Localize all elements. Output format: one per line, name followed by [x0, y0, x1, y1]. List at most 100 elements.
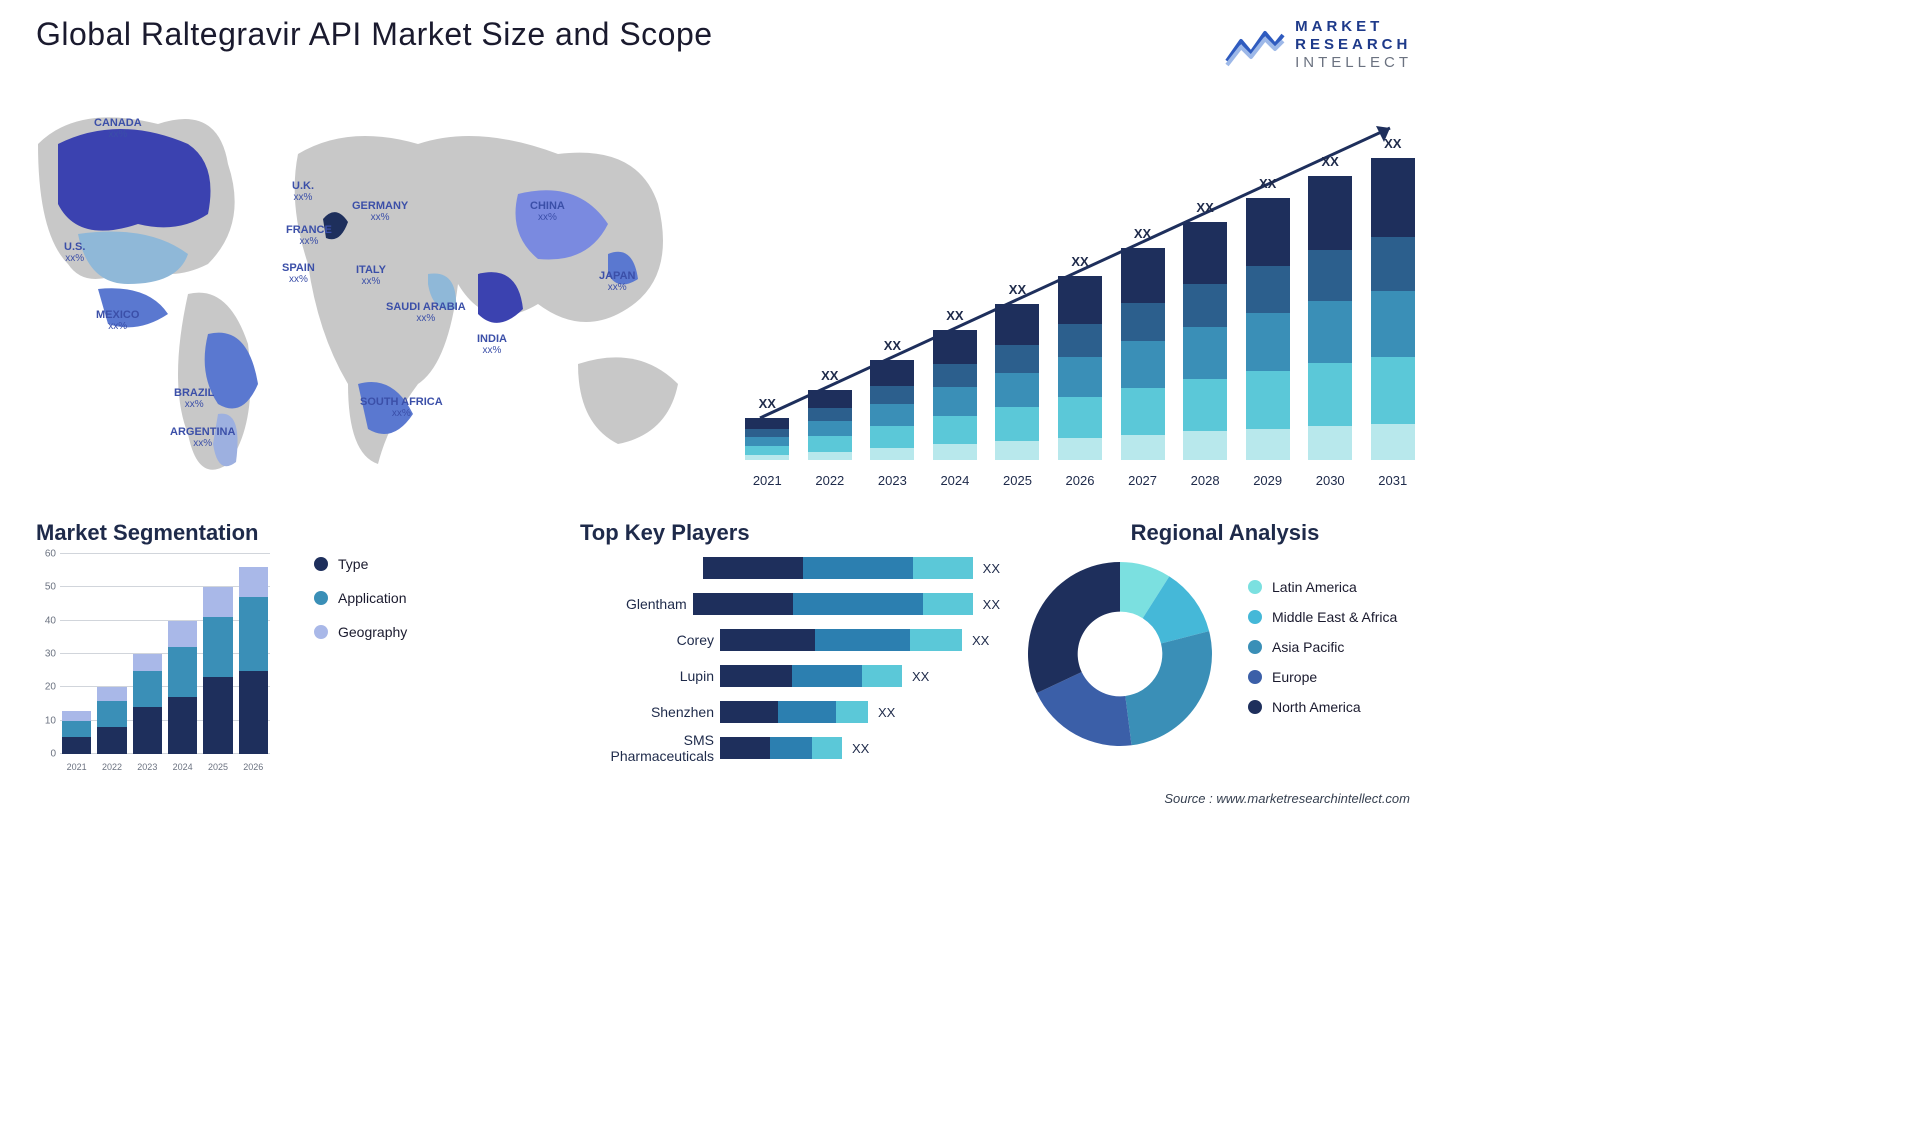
growth-bar-label: XX	[821, 368, 838, 383]
map-country-label: ARGENTINAxx%	[170, 426, 235, 449]
segmentation-year: 2025	[203, 762, 232, 772]
legend-item: Middle East & Africa	[1248, 609, 1397, 625]
player-label: Lupin	[580, 668, 720, 684]
growth-year-label: 2026	[1053, 473, 1108, 488]
player-value: XX	[983, 597, 1000, 612]
players-title: Top Key Players	[580, 520, 1000, 546]
growth-year-label: 2027	[1115, 473, 1170, 488]
growth-year-label: 2029	[1240, 473, 1295, 488]
players-section: Top Key Players XXGlenthamXXCoreyXXLupin…	[580, 520, 1000, 800]
growth-bar: XX	[803, 390, 858, 460]
regional-title: Regional Analysis	[1020, 520, 1430, 546]
player-row: SMS Pharmaceuticals XX	[580, 734, 1000, 762]
regional-donut-chart	[1020, 554, 1220, 754]
growth-bar-label: XX	[1009, 282, 1026, 297]
legend-item: Application	[314, 590, 407, 606]
growth-bar-label: XX	[1196, 200, 1213, 215]
player-label: SMS Pharmaceuticals	[580, 732, 720, 764]
map-country-label: SOUTH AFRICAxx%	[360, 396, 443, 419]
growth-year-label: 2031	[1365, 473, 1420, 488]
player-bar	[693, 593, 973, 615]
segmentation-section: Market Segmentation 0102030405060 202120…	[36, 520, 466, 800]
growth-bar: XX	[928, 330, 983, 460]
map-country-label: U.S.xx%	[64, 241, 85, 264]
growth-bar-label: XX	[946, 308, 963, 323]
map-country-label: SAUDI ARABIAxx%	[386, 301, 466, 324]
player-value: XX	[983, 561, 1000, 576]
player-value: XX	[878, 705, 895, 720]
logo-mark-icon	[1225, 23, 1285, 67]
map-country-label: GERMANYxx%	[352, 200, 408, 223]
map-country-label: BRAZILxx%	[174, 387, 214, 410]
growth-bar-label: XX	[1259, 176, 1276, 191]
player-row: Corey XX	[580, 626, 1000, 654]
player-row: XX	[580, 554, 1000, 582]
player-row: Lupin XX	[580, 662, 1000, 690]
map-country-label: JAPANxx%	[599, 270, 635, 293]
growth-bar: XX	[1115, 248, 1170, 460]
growth-bar: XX	[740, 418, 795, 460]
player-label: Corey	[580, 632, 720, 648]
growth-bar: XX	[1240, 198, 1295, 460]
growth-bar: XX	[990, 304, 1045, 460]
segmentation-year: 2026	[239, 762, 268, 772]
donut-slice	[1028, 562, 1120, 693]
player-row: GlenthamXX	[580, 590, 1000, 618]
segmentation-bar	[133, 654, 162, 754]
segmentation-year: 2024	[168, 762, 197, 772]
map-country-label: CHINAxx%	[530, 200, 565, 223]
map-country-label: U.K.xx%	[292, 180, 314, 203]
growth-bar: XX	[1178, 222, 1233, 460]
segmentation-bar	[97, 687, 126, 754]
segmentation-bar	[62, 711, 91, 754]
segmentation-year: 2023	[133, 762, 162, 772]
growth-bar-label: XX	[1134, 226, 1151, 241]
map-country-label: FRANCExx%	[286, 224, 332, 247]
legend-item: Geography	[314, 624, 407, 640]
growth-bar-label: XX	[759, 396, 776, 411]
world-map-svg	[18, 84, 698, 492]
growth-bar: XX	[865, 360, 920, 460]
logo-text: MARKET RESEARCH INTELLECT	[1295, 18, 1412, 72]
players-chart: XXGlenthamXXCoreyXXLupinXXShenzhenXXSMS …	[580, 554, 1000, 762]
growth-year-label: 2024	[928, 473, 983, 488]
legend-item: Latin America	[1248, 579, 1397, 595]
segmentation-title: Market Segmentation	[36, 520, 466, 546]
player-value: XX	[852, 741, 869, 756]
growth-bar-label: XX	[884, 338, 901, 353]
player-bar	[703, 557, 973, 579]
regional-section: Regional Analysis Latin America Middle Ea…	[1020, 520, 1430, 800]
segmentation-chart: 0102030405060 202120222023202420252026	[36, 554, 274, 784]
growth-bar: XX	[1365, 158, 1420, 460]
legend-item: Europe	[1248, 669, 1397, 685]
player-value: XX	[912, 669, 929, 684]
segmentation-legend: TypeApplicationGeography	[314, 556, 407, 658]
page-title: Global Raltegravir API Market Size and S…	[36, 16, 713, 53]
growth-bar: XX	[1053, 276, 1108, 460]
growth-bar-label: XX	[1322, 154, 1339, 169]
world-map-chart: CANADAxx%U.S.xx%MEXICOxx%BRAZILxx%ARGENT…	[18, 84, 698, 492]
map-country-label: MEXICOxx%	[96, 309, 139, 332]
player-row: Shenzhen XX	[580, 698, 1000, 726]
map-country-label: SPAINxx%	[282, 262, 315, 285]
growth-year-label: 2025	[990, 473, 1045, 488]
map-country-label: INDIAxx%	[477, 333, 507, 356]
growth-year-label: 2022	[803, 473, 858, 488]
player-value: XX	[972, 633, 989, 648]
growth-year-label: 2023	[865, 473, 920, 488]
source-text: Source : www.marketresearchintellect.com	[1164, 791, 1410, 806]
player-label: Shenzhen	[580, 704, 720, 720]
donut-slice	[1125, 631, 1212, 745]
segmentation-bar	[168, 621, 197, 754]
player-bar	[720, 629, 962, 651]
map-country-label: ITALYxx%	[356, 264, 386, 287]
segmentation-year: 2022	[97, 762, 126, 772]
growth-bar-chart: XXXXXXXXXXXXXXXXXXXXXX 20212022202320242…	[740, 88, 1420, 488]
segmentation-bar	[203, 587, 232, 754]
legend-item: Asia Pacific	[1248, 639, 1397, 655]
growth-bar: XX	[1303, 176, 1358, 460]
segmentation-year: 2021	[62, 762, 91, 772]
growth-year-label: 2028	[1178, 473, 1233, 488]
legend-item: North America	[1248, 699, 1397, 715]
player-bar	[720, 737, 842, 759]
